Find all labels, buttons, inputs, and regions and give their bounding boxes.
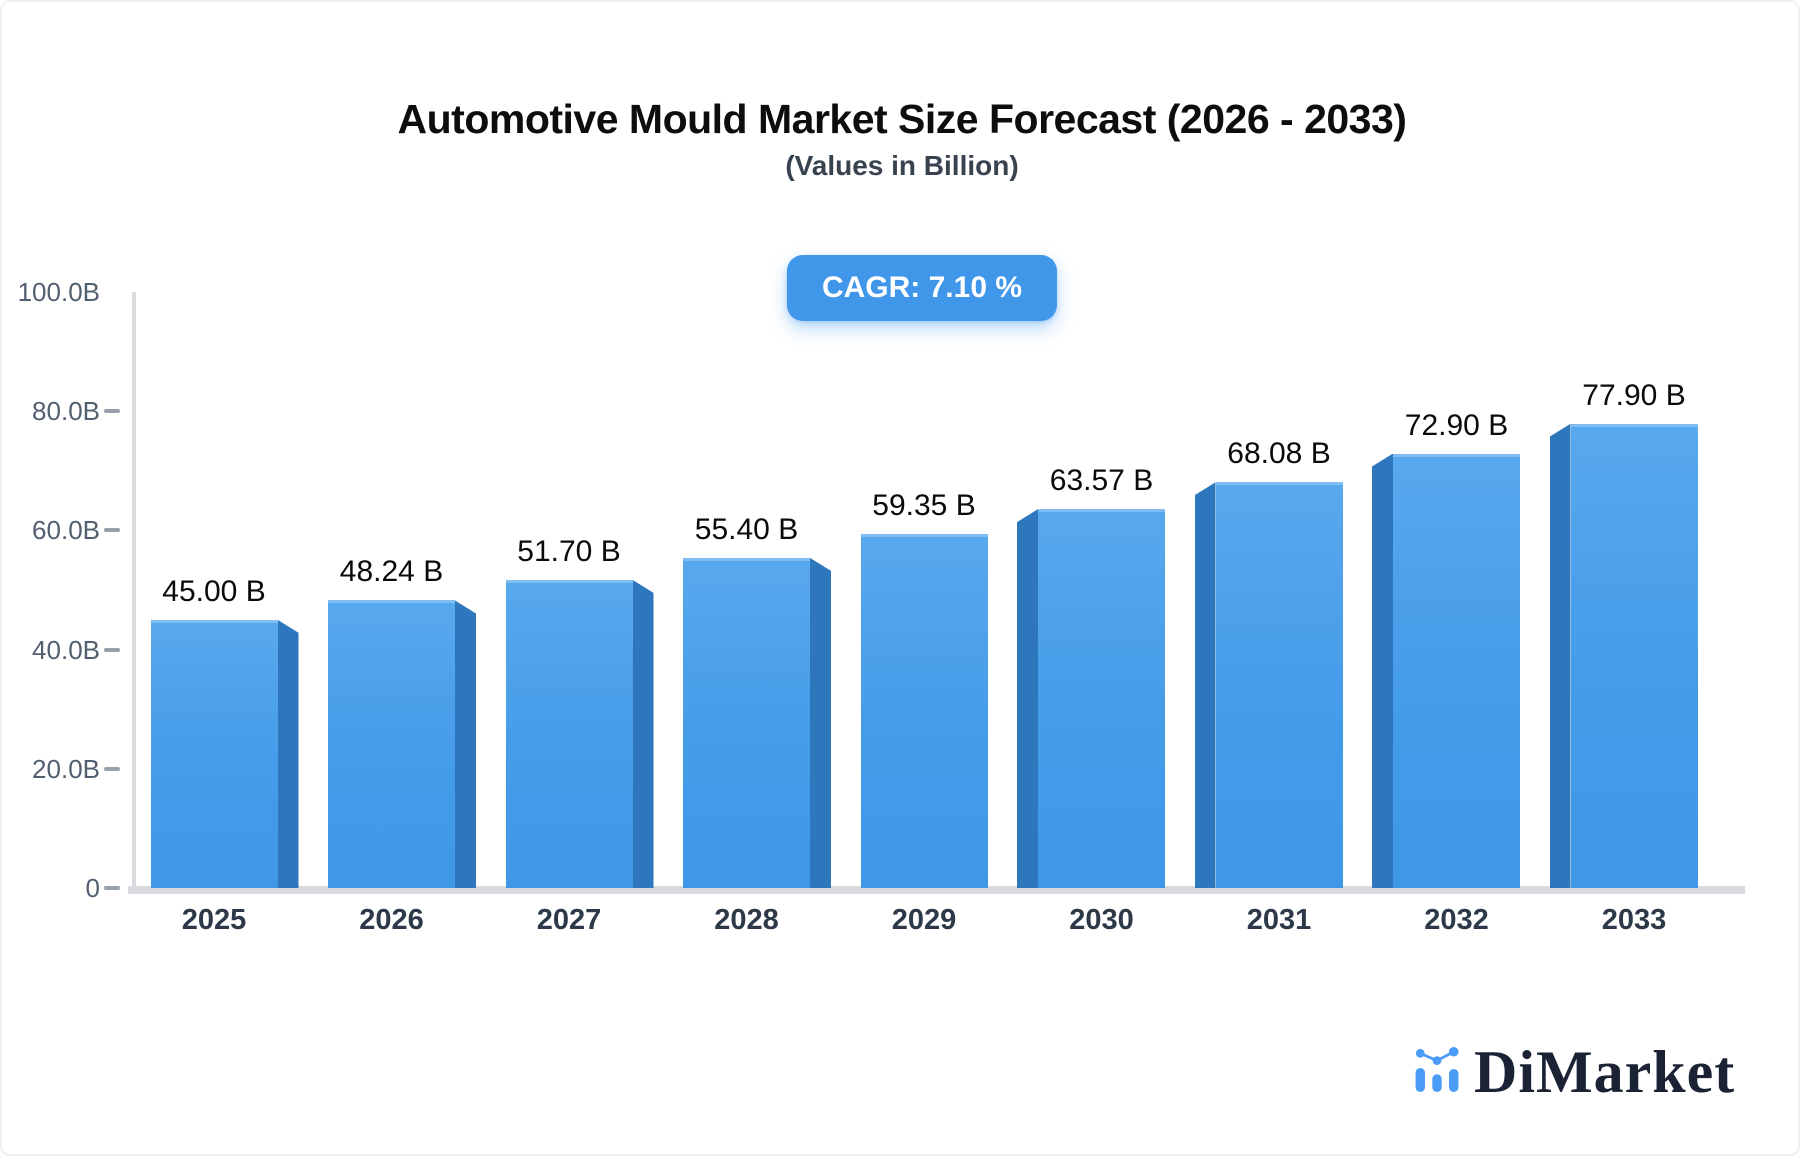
brand-logo: DiMarket xyxy=(1414,1042,1735,1102)
bar-3d-side-2027 xyxy=(632,579,654,888)
bar-value-label: 48.24 B xyxy=(339,555,444,589)
y-tick-label: 100.0B xyxy=(17,277,100,307)
y-tick-label: 40.0B xyxy=(32,634,100,665)
brand-name: DiMarket xyxy=(1474,1039,1736,1105)
x-axis-label-2025: 2025 xyxy=(181,904,247,936)
bar-3d-side-2028 xyxy=(810,557,831,888)
y-tick-mark xyxy=(104,647,120,652)
bar-3d-side-2030 xyxy=(1017,509,1038,888)
bar-2025 xyxy=(150,619,278,888)
bar-3d-side-2026 xyxy=(455,600,476,888)
bar-chart-logo-icon xyxy=(1415,1046,1459,1092)
y-axis-line xyxy=(132,292,136,890)
chart-title: Automotive Mould Market Size Forecast (2… xyxy=(397,96,1407,142)
bar-value-label: 45.00 B xyxy=(162,574,266,608)
bar-2027 xyxy=(505,579,633,888)
bar-value-label: 68.08 B xyxy=(1227,437,1331,471)
bar-2029 xyxy=(860,534,988,888)
y-tick-label: 20.0B xyxy=(32,753,100,784)
y-tick-mark xyxy=(104,409,120,414)
bar-value-label: 51.70 B xyxy=(517,534,621,568)
x-axis-baseline xyxy=(128,886,1745,894)
x-axis-label-2030: 2030 xyxy=(1069,904,1134,936)
x-axis-label-2029: 2029 xyxy=(891,904,957,936)
x-axis-label-2028: 2028 xyxy=(714,904,779,936)
bar-3d-side-2033 xyxy=(1549,423,1571,888)
x-axis-label-2026: 2026 xyxy=(359,904,424,936)
cagr-badge: CAGR: 7.10 % xyxy=(786,255,1058,321)
bar-value-label: 59.35 B xyxy=(872,489,976,523)
bar-2032 xyxy=(1393,453,1520,888)
x-axis-label-2033: 2033 xyxy=(1601,904,1667,936)
bar-2031 xyxy=(1215,482,1343,888)
bar-value-label: 63.57 B xyxy=(1049,464,1154,498)
x-axis-label-2027: 2027 xyxy=(536,904,602,936)
bar-2028 xyxy=(683,557,810,888)
bar-2030 xyxy=(1038,509,1165,888)
bar-3d-side-2032 xyxy=(1372,453,1393,888)
bar-3d-side-2025 xyxy=(277,619,299,888)
chart-subtitle: (Values in Billion) xyxy=(785,150,1019,181)
y-tick-label: 0 xyxy=(85,873,100,903)
bar-value-label: 55.40 B xyxy=(694,512,799,546)
y-tick-label: 80.0B xyxy=(32,396,100,427)
y-tick-label: 60.0B xyxy=(32,515,100,546)
x-axis-label-2031: 2031 xyxy=(1246,904,1312,936)
y-tick-mark xyxy=(104,886,120,890)
bar-2033 xyxy=(1570,423,1698,888)
bar-value-label: 72.90 B xyxy=(1404,408,1509,442)
x-axis-label-2032: 2032 xyxy=(1424,904,1489,936)
bar-value-label: 77.90 B xyxy=(1582,378,1686,412)
bar-3d-side-2031 xyxy=(1194,482,1216,888)
bar-2026 xyxy=(328,600,455,888)
y-tick-mark xyxy=(104,528,120,533)
y-tick-mark xyxy=(104,766,120,771)
